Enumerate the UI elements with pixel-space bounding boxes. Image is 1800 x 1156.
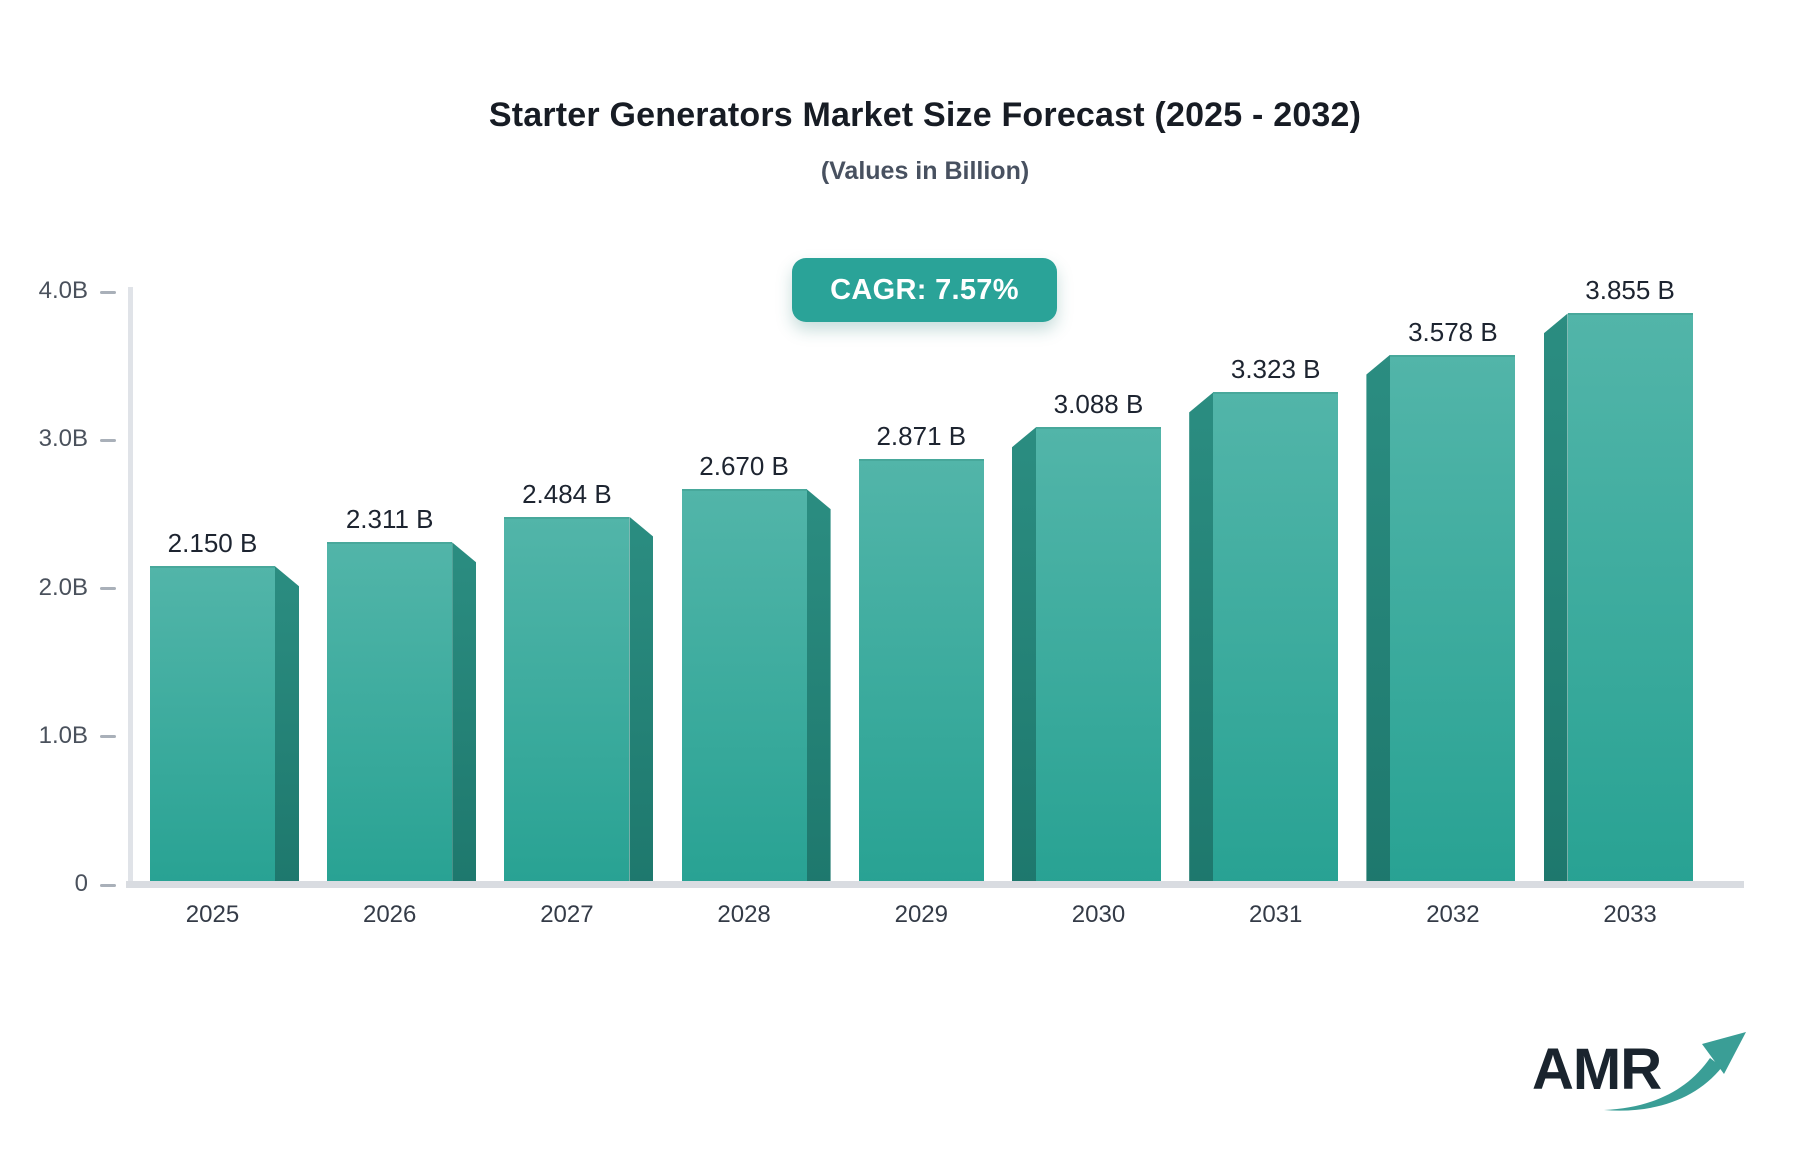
y-tick-mark-0: [100, 883, 116, 887]
bar-2027: [504, 516, 630, 886]
bar-value-label-2026: 2.311 B: [345, 504, 434, 535]
chart-subtitle: (Values in Billion): [820, 157, 1030, 185]
bar-side-2031: [1189, 392, 1214, 886]
bar-2030: [1036, 427, 1161, 886]
y-tick-label-0: 0: [74, 870, 88, 897]
bar-side-2025: [275, 566, 299, 886]
x-tick-label-2028: 2028: [717, 901, 771, 928]
chart-header: Starter Generators Market Size Forecast …: [50, 0, 1800, 186]
x-tick-label-2033: 2033: [1603, 901, 1657, 928]
y-tick-label-3.0B: 3.0B: [38, 425, 88, 453]
bar-value-label-2027: 2.484 B: [522, 478, 612, 509]
bar-2026: [327, 542, 453, 886]
y-tick-mark-2.0B: [100, 587, 116, 590]
bar-value-label-2025: 2.150 B: [167, 528, 258, 559]
y-tick-mark-1.0B: [100, 735, 116, 739]
y-tick-label-2.0B: 2.0B: [38, 573, 88, 601]
x-tick-label-2025: 2025: [185, 901, 240, 928]
bar-side-2033: [1543, 313, 1568, 886]
bar-side-2027: [629, 516, 654, 886]
bar-value-label-2031: 3.323 B: [1230, 354, 1321, 385]
x-axis-baseline: [126, 881, 1744, 888]
bar-value-label-2033: 3.855 B: [1585, 275, 1675, 306]
amr-logo: AMR: [1528, 1030, 1748, 1120]
y-axis-line: [128, 287, 133, 888]
bar-side-2032: [1366, 354, 1391, 886]
page-title: Starter Generators Market Size Forecast …: [488, 96, 1362, 134]
y-tick-label-1.0B: 1.0B: [38, 721, 88, 749]
y-tick-label-4.0B: 4.0B: [38, 277, 88, 304]
bar-2031: [1213, 392, 1339, 886]
bar-value-label-2032: 3.578 B: [1408, 316, 1498, 347]
bar-value-label-2029: 2.871 B: [876, 421, 967, 452]
cagr-badge-label: CAGR: 7.57%: [830, 273, 1019, 306]
bar-2032: [1390, 354, 1516, 886]
bar-2029: [858, 459, 984, 886]
bar-side-2030: [1012, 427, 1036, 886]
x-tick-label-2027: 2027: [540, 901, 594, 928]
amr-logo-arrow-icon: [1604, 1032, 1746, 1111]
bar-side-2026: [452, 542, 477, 886]
x-tick-label-2031: 2031: [1248, 901, 1303, 928]
x-tick-label-2029: 2029: [894, 901, 948, 928]
x-tick-label-2032: 2032: [1426, 901, 1480, 928]
x-tick-label-2030: 2030: [1071, 901, 1126, 928]
y-tick-mark-4.0B: [100, 290, 116, 294]
bar-side-2028: [806, 489, 831, 886]
bar-value-label-2028: 2.670 B: [699, 451, 789, 482]
bar-2025: [150, 566, 275, 886]
bar-value-label-2030: 3.088 B: [1053, 389, 1144, 420]
x-tick-label-2026: 2026: [362, 901, 417, 928]
y-tick-mark-3.0B: [100, 438, 116, 442]
bar-2033: [1567, 313, 1693, 886]
cagr-badge: CAGR: 7.57%: [792, 258, 1057, 322]
amr-logo-text: AMR: [1532, 1037, 1662, 1102]
bar-2028: [681, 489, 807, 886]
